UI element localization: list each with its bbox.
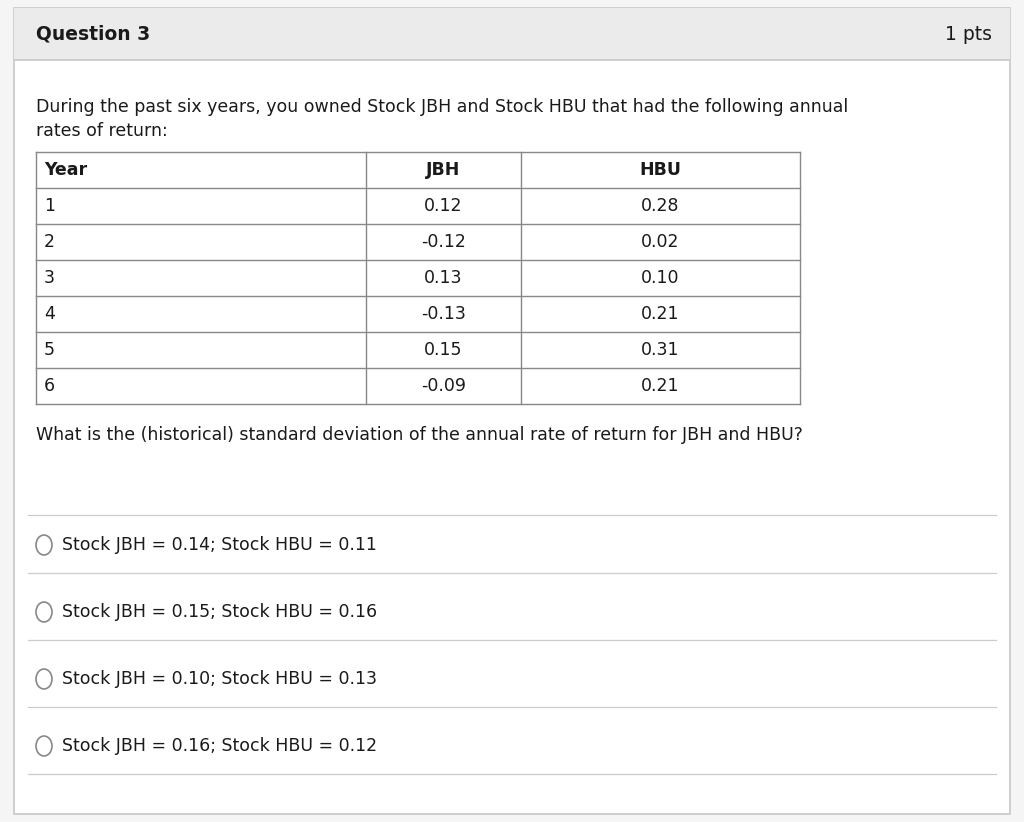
Text: Stock JBH = 0.10; Stock HBU = 0.13: Stock JBH = 0.10; Stock HBU = 0.13 [62, 670, 377, 688]
Text: 3: 3 [44, 269, 55, 287]
Text: 5: 5 [44, 341, 55, 359]
Text: Year: Year [44, 161, 87, 179]
Text: 0.10: 0.10 [641, 269, 680, 287]
Text: 0.31: 0.31 [641, 341, 680, 359]
Text: What is the (historical) standard deviation of the annual rate of return for JBH: What is the (historical) standard deviat… [36, 426, 803, 444]
Text: rates of return:: rates of return: [36, 122, 168, 140]
Bar [14, 8, 1010, 60]
Text: 0.21: 0.21 [641, 305, 680, 323]
Text: 2: 2 [44, 233, 55, 251]
Text: Stock JBH = 0.14; Stock HBU = 0.11: Stock JBH = 0.14; Stock HBU = 0.11 [62, 536, 377, 554]
Text: Stock JBH = 0.16; Stock HBU = 0.12: Stock JBH = 0.16; Stock HBU = 0.12 [62, 737, 377, 755]
Text: 0.12: 0.12 [424, 197, 463, 215]
Text: 0.15: 0.15 [424, 341, 463, 359]
Text: 0.21: 0.21 [641, 377, 680, 395]
Text: Question 3: Question 3 [36, 25, 151, 44]
Text: -0.09: -0.09 [421, 377, 466, 395]
Text: 0.02: 0.02 [641, 233, 680, 251]
Text: 6: 6 [44, 377, 55, 395]
Text: Stock JBH = 0.15; Stock HBU = 0.16: Stock JBH = 0.15; Stock HBU = 0.16 [62, 603, 377, 621]
Text: During the past six years, you owned Stock JBH and Stock HBU that had the follow: During the past six years, you owned Sto… [36, 98, 848, 116]
Text: 0.13: 0.13 [424, 269, 463, 287]
Text: 0.28: 0.28 [641, 197, 680, 215]
Text: -0.12: -0.12 [421, 233, 466, 251]
Text: 1: 1 [44, 197, 55, 215]
Text: 4: 4 [44, 305, 55, 323]
Text: JBH: JBH [426, 161, 461, 179]
Text: 1 pts: 1 pts [945, 25, 992, 44]
Text: HBU: HBU [640, 161, 682, 179]
Text: -0.13: -0.13 [421, 305, 466, 323]
